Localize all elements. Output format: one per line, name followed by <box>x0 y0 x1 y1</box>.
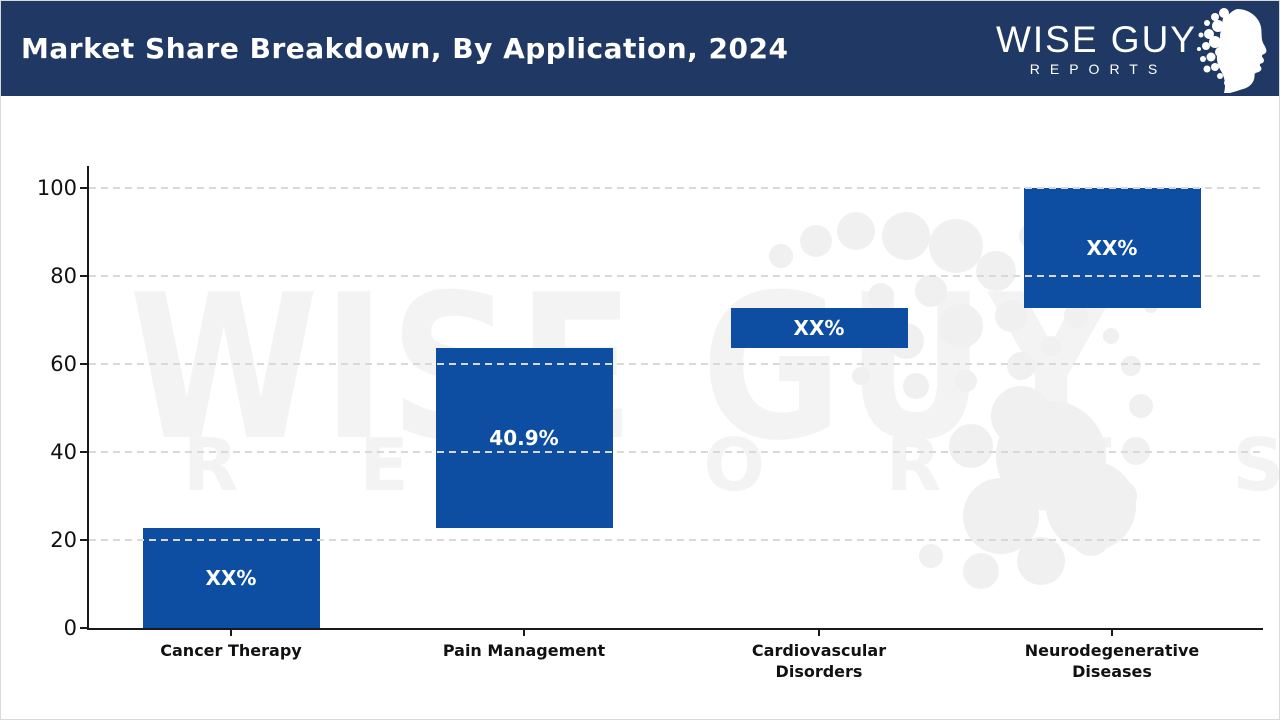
gridline <box>89 187 1263 189</box>
x-axis-line <box>87 628 1263 630</box>
x-tick-mark <box>1111 630 1113 636</box>
y-tick-label: 100 <box>36 176 77 200</box>
x-tick-mark <box>230 630 232 636</box>
gridline <box>89 451 1263 453</box>
wise-guy-reports-logo: WISE GUY REPORTS <box>996 5 1271 93</box>
y-tick-mark <box>80 187 87 189</box>
bar-cardiovascular-disorders: XX% <box>730 308 908 349</box>
y-tick-mark <box>80 451 87 453</box>
bar-value-label: 40.9% <box>489 426 559 451</box>
gridline <box>89 275 1263 277</box>
y-tick-mark <box>80 363 87 365</box>
bar-neurodegenerative-diseases: XX% <box>1023 188 1201 309</box>
logo-wordmark: WISE GUY <box>995 19 1197 60</box>
y-tick-label: 60 <box>50 352 77 376</box>
logo-face-icon <box>1197 7 1267 93</box>
x-category-label: Cardiovascular Disorders <box>751 641 887 681</box>
y-tick-label: 0 <box>63 616 77 640</box>
y-tick-label: 20 <box>50 528 77 552</box>
bar-value-label: XX% <box>205 566 257 591</box>
gridline <box>89 539 1263 541</box>
chart-title: Market Share Breakdown, By Application, … <box>21 32 789 65</box>
bar-pain-management: 40.9% <box>435 348 613 529</box>
watermark-wordmark: WISE GUY <box>129 252 1117 485</box>
x-category-label: Pain Management <box>442 641 606 660</box>
y-tick-label: 80 <box>50 264 77 288</box>
logo-subtitle: REPORTS <box>1029 61 1168 77</box>
bar-value-label: XX% <box>1086 236 1138 261</box>
x-tick-mark <box>523 630 525 636</box>
y-tick-label: 40 <box>50 440 77 464</box>
gridline <box>89 363 1263 365</box>
y-tick-mark <box>80 627 87 629</box>
logo-text: WISE GUY REPORTS <box>996 21 1197 76</box>
y-tick-mark <box>80 275 87 277</box>
y-tick-mark <box>80 539 87 541</box>
y-axis-line <box>87 166 89 630</box>
x-category-label: Neurodegenerative Diseases <box>1024 641 1200 681</box>
bar-value-label: XX% <box>793 316 845 341</box>
x-category-label: Cancer Therapy <box>160 641 302 660</box>
bar-cancer-therapy: XX% <box>142 528 320 628</box>
x-tick-mark <box>818 630 820 636</box>
header-bar: Market Share Breakdown, By Application, … <box>1 1 1279 96</box>
